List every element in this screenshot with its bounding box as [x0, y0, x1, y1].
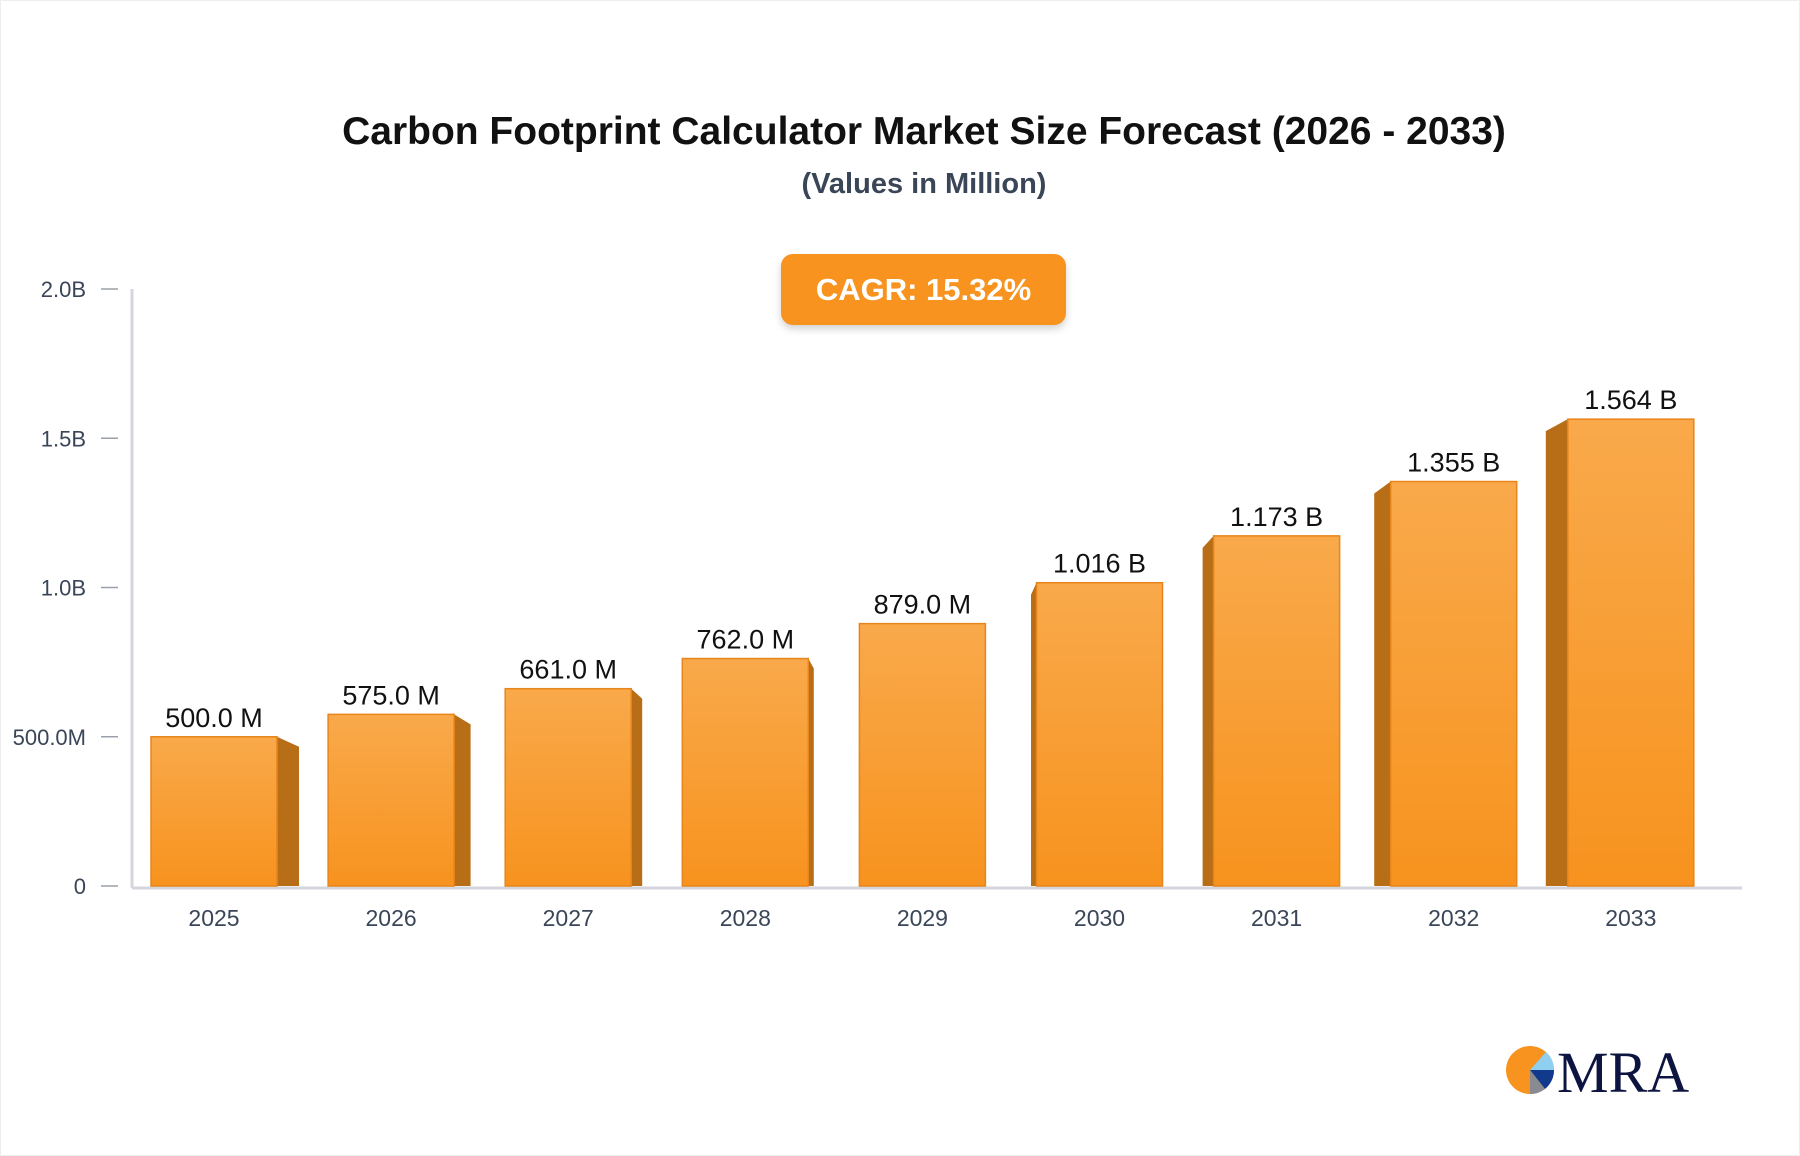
data-label: 1.016 B: [1053, 549, 1146, 579]
y-tick-label: 0: [74, 874, 86, 899]
x-tick-label: 2030: [1074, 905, 1125, 931]
y-tick-label: 1.0B: [41, 576, 86, 601]
bar: [1035, 581, 1164, 887]
x-tick-label: 2027: [543, 905, 594, 931]
x-tick-label: 2026: [366, 905, 417, 931]
x-tick-label: 2028: [720, 905, 771, 931]
bar: [858, 622, 987, 887]
y-tick-label: 1.5B: [41, 426, 86, 451]
x-tick-label: 2033: [1605, 905, 1656, 931]
bar: [1567, 418, 1695, 887]
bar: [1389, 480, 1518, 887]
cagr-badge: CAGR: 15.32%: [781, 254, 1066, 325]
x-tick-label: 2025: [188, 905, 239, 931]
bar-side: [808, 658, 814, 886]
mra-logo: MRA: [1505, 1040, 1695, 1100]
bar-side: [1545, 419, 1568, 886]
bar-side: [1031, 582, 1037, 886]
data-label: 1.355 B: [1407, 448, 1500, 478]
bar: [1212, 535, 1341, 887]
bar-side: [277, 736, 299, 886]
data-label: 1.173 B: [1230, 502, 1323, 532]
data-label: 1.564 B: [1584, 385, 1677, 415]
bar: [504, 687, 632, 887]
x-tick-label: 2029: [897, 905, 948, 931]
bar: [150, 736, 278, 887]
x-tick-label: 2032: [1428, 905, 1479, 931]
bar-side: [1374, 481, 1391, 886]
chart-subtitle: (Values in Million): [801, 168, 1047, 200]
data-label: 500.0 M: [165, 703, 263, 733]
data-label: 879.0 M: [874, 590, 972, 620]
bar-side: [1202, 535, 1214, 886]
bar-side: [454, 714, 471, 886]
data-label: 762.0 M: [697, 625, 795, 655]
data-label: 661.0 M: [519, 655, 617, 685]
chart-title: Carbon Footprint Calculator Market Size …: [342, 110, 1506, 153]
bar-side: [631, 688, 643, 886]
bar: [681, 657, 810, 887]
y-tick-label: 2.0B: [41, 277, 86, 302]
logo-text: MRA: [1557, 1040, 1689, 1100]
bar: [327, 713, 455, 887]
y-tick-label: 500.0M: [13, 725, 86, 750]
x-tick-label: 2031: [1251, 905, 1302, 931]
pie-chart-logo-icon: MRA: [1506, 1040, 1689, 1100]
data-label: 575.0 M: [342, 680, 440, 710]
